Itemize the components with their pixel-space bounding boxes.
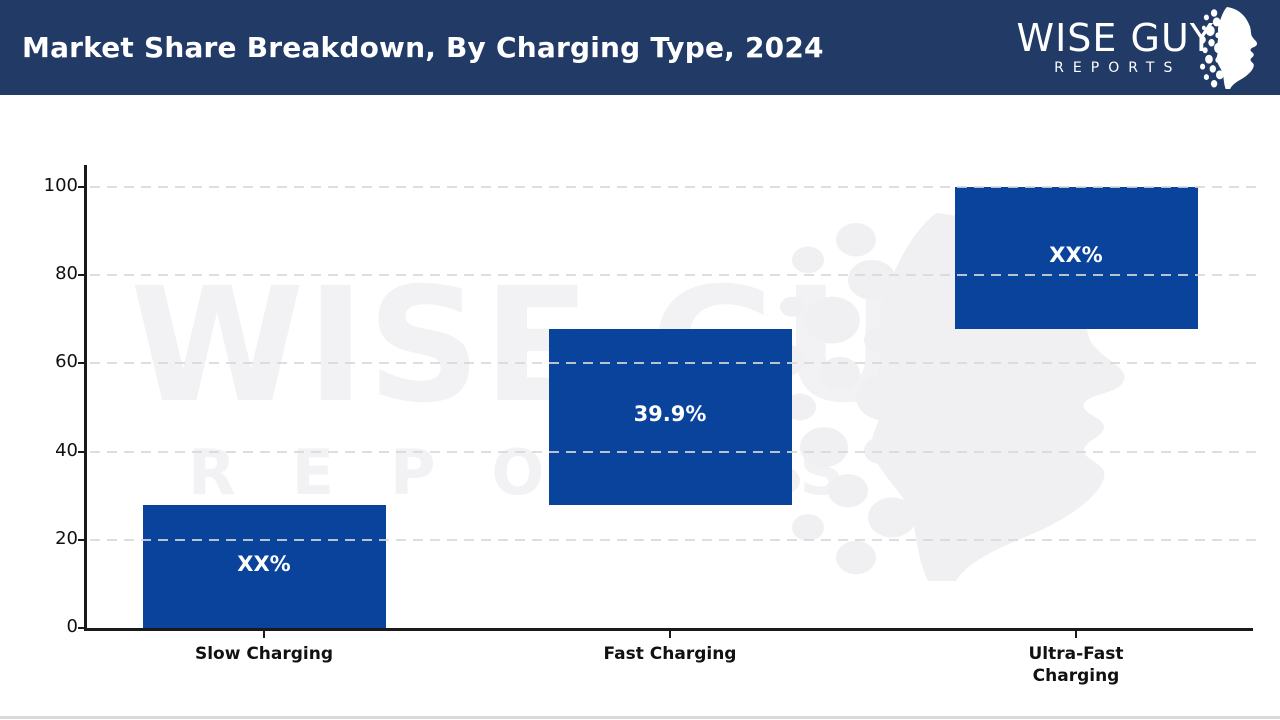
wise-guy-logo: WISE GUY REPORTS	[1017, 6, 1264, 89]
gridline-y-20	[90, 538, 1262, 541]
y-axis-line	[84, 165, 87, 630]
gridline-y-60	[90, 362, 1262, 365]
y-axis-tick	[78, 274, 86, 277]
y-axis-tick-label: 100	[43, 175, 78, 196]
y-axis-tick	[78, 450, 86, 453]
logo-wordmark: WISE GUY	[1016, 16, 1214, 60]
y-axis-tick-label: 80	[55, 263, 78, 285]
bar-value-label: XX%	[1049, 243, 1103, 268]
gridline-y-40	[90, 450, 1262, 453]
y-axis-tick	[78, 186, 86, 188]
y-axis-tick	[78, 538, 86, 541]
chart-area: WISE GUY REPORTS XX% 39.9% XX% 0 20 40 60 80 100…	[0, 95, 1280, 716]
plot: XX% 39.9% XX% 0 20 40 60 80 100 Slow Charging Fast…	[0, 95, 1280, 716]
y-axis-tick-label: 0	[66, 616, 78, 637]
y-axis-tick	[78, 627, 86, 629]
logo-text: WISE GUY REPORTS	[1017, 19, 1214, 76]
x-axis-tick	[1075, 630, 1077, 638]
logo-tagline: REPORTS	[1054, 60, 1182, 76]
footer-divider	[0, 716, 1280, 719]
bar-value-label: XX%	[237, 551, 291, 576]
header: Market Share Breakdown, By Charging Type…	[0, 0, 1280, 95]
x-axis-tick	[669, 630, 671, 638]
y-axis-tick	[78, 362, 86, 365]
x-axis-tick	[263, 630, 265, 638]
logo-face-icon	[1200, 6, 1258, 89]
bar-slow-charging	[142, 505, 386, 628]
gridline-y-80	[90, 274, 1262, 277]
bar-fast-charging	[548, 329, 792, 506]
x-category-label: Slow Charging	[194, 644, 334, 664]
x-category-label: Ultra-Fast Charging	[1028, 644, 1124, 687]
x-category-label: Fast Charging	[603, 644, 737, 664]
bar-value-label: 39.9%	[633, 402, 707, 427]
y-axis-tick-label: 20	[55, 527, 78, 549]
gridline-y-100	[90, 186, 1262, 188]
y-axis-tick-label: 60	[55, 351, 78, 373]
x-axis-line	[84, 628, 1253, 631]
page-title: Market Share Breakdown, By Charging Type…	[22, 31, 824, 64]
y-axis-tick-label: 40	[55, 439, 78, 461]
